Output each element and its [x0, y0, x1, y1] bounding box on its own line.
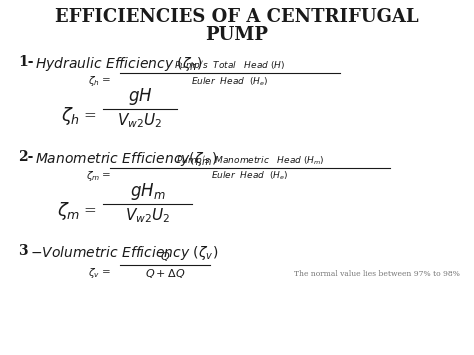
- Text: =: =: [102, 76, 111, 86]
- Text: $V_{w2}U_2$: $V_{w2}U_2$: [118, 111, 163, 130]
- Text: $\it{Euler\ \ Head\ \ (H_e)}$: $\it{Euler\ \ Head\ \ (H_e)}$: [191, 75, 269, 87]
- Text: =: =: [83, 109, 96, 123]
- Text: =: =: [102, 171, 111, 180]
- Text: $V_{w2}U_2$: $V_{w2}U_2$: [126, 206, 171, 225]
- Text: $\it{Pump's\ \ Total\ \ \ Head\ (H)}$: $\it{Pump's\ \ Total\ \ \ Head\ (H)}$: [174, 59, 286, 72]
- Text: $\it{Manometric\ Efficiency(\zeta_m)}$: $\it{Manometric\ Efficiency(\zeta_m)}$: [35, 150, 218, 168]
- Text: 3: 3: [18, 244, 27, 258]
- Text: $Q$: $Q$: [160, 250, 170, 263]
- Text: The normal value lies between 97% to 98%: The normal value lies between 97% to 98%: [294, 270, 460, 278]
- Text: $\zeta_v$: $\zeta_v$: [88, 266, 100, 280]
- Text: $\zeta_m$: $\zeta_m$: [86, 169, 100, 183]
- Text: $Q + \Delta Q$: $Q + \Delta Q$: [145, 267, 185, 280]
- Text: $\zeta_h$: $\zeta_h$: [88, 74, 100, 88]
- Text: $\zeta_m$: $\zeta_m$: [57, 200, 80, 222]
- Text: $gH$: $gH$: [128, 86, 152, 107]
- Text: 1-: 1-: [18, 55, 34, 69]
- Text: $\it{-Volumetric\ Efficiency\ (\zeta_v)}$: $\it{-Volumetric\ Efficiency\ (\zeta_v)}…: [30, 244, 219, 262]
- Text: $gH_m$: $gH_m$: [130, 181, 166, 202]
- Text: PUMP: PUMP: [206, 26, 268, 44]
- Text: $\it{Pump's\ \ Manometric\ \ \ Head\ (H_m)}$: $\it{Pump's\ \ Manometric\ \ \ Head\ (H_…: [176, 154, 324, 167]
- Text: 2-: 2-: [18, 150, 33, 164]
- Text: $\it{Euler\ \ Head\ \ (H_e)}$: $\it{Euler\ \ Head\ \ (H_e)}$: [211, 170, 289, 182]
- Text: $\it{Hydraulic\ Efficiency\ (\zeta_h)}$: $\it{Hydraulic\ Efficiency\ (\zeta_h)}$: [35, 55, 202, 73]
- Text: $\zeta_h$: $\zeta_h$: [61, 105, 80, 127]
- Text: EFFICIENCIES OF A CENTRIFUGAL: EFFICIENCIES OF A CENTRIFUGAL: [55, 8, 419, 26]
- Text: =: =: [102, 268, 111, 278]
- Text: =: =: [83, 204, 96, 218]
